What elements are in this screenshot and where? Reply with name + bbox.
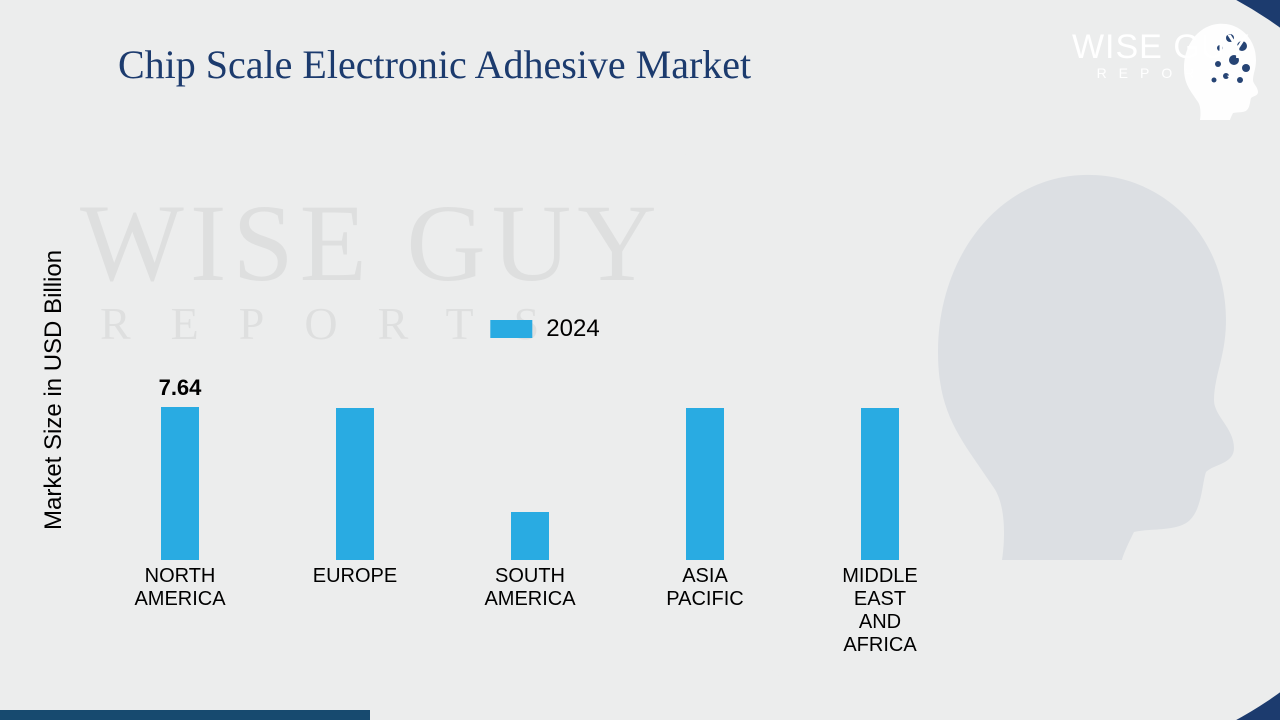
y-axis-label: Market Size in USD Billion xyxy=(40,250,68,530)
bar xyxy=(511,512,549,560)
chart-plot: 2024 7.64 xyxy=(110,360,980,560)
x-axis-label: EUROPE xyxy=(275,565,435,588)
bar xyxy=(336,408,374,560)
x-axis-label: ASIAPACIFIC xyxy=(625,565,785,611)
stage: WISE GUY REPORTS Chip Scale Electronic A… xyxy=(0,0,1280,720)
x-axis-label: NORTHAMERICA xyxy=(100,565,260,611)
chart-legend: 2024 xyxy=(490,315,599,343)
legend-label: 2024 xyxy=(546,315,599,343)
logo-subtitle: REPORTS xyxy=(1072,65,1248,81)
page-title: Chip Scale Electronic Adhesive Market xyxy=(118,42,758,88)
bar-value-label: 7.64 xyxy=(120,375,240,401)
logo-main: WISE xyxy=(1072,28,1163,66)
bar xyxy=(861,408,899,560)
legend-swatch xyxy=(490,320,532,338)
x-axis-label: MIDDLEEASTANDAFRICA xyxy=(800,565,960,657)
bar xyxy=(686,408,724,560)
bar xyxy=(161,407,199,560)
logo-sub: GUY xyxy=(1173,28,1250,66)
x-axis-label: SOUTHAMERICA xyxy=(450,565,610,611)
brand-logo: WISE GUY REPORTS xyxy=(1072,28,1250,81)
bottom-accent-bar xyxy=(0,710,370,720)
